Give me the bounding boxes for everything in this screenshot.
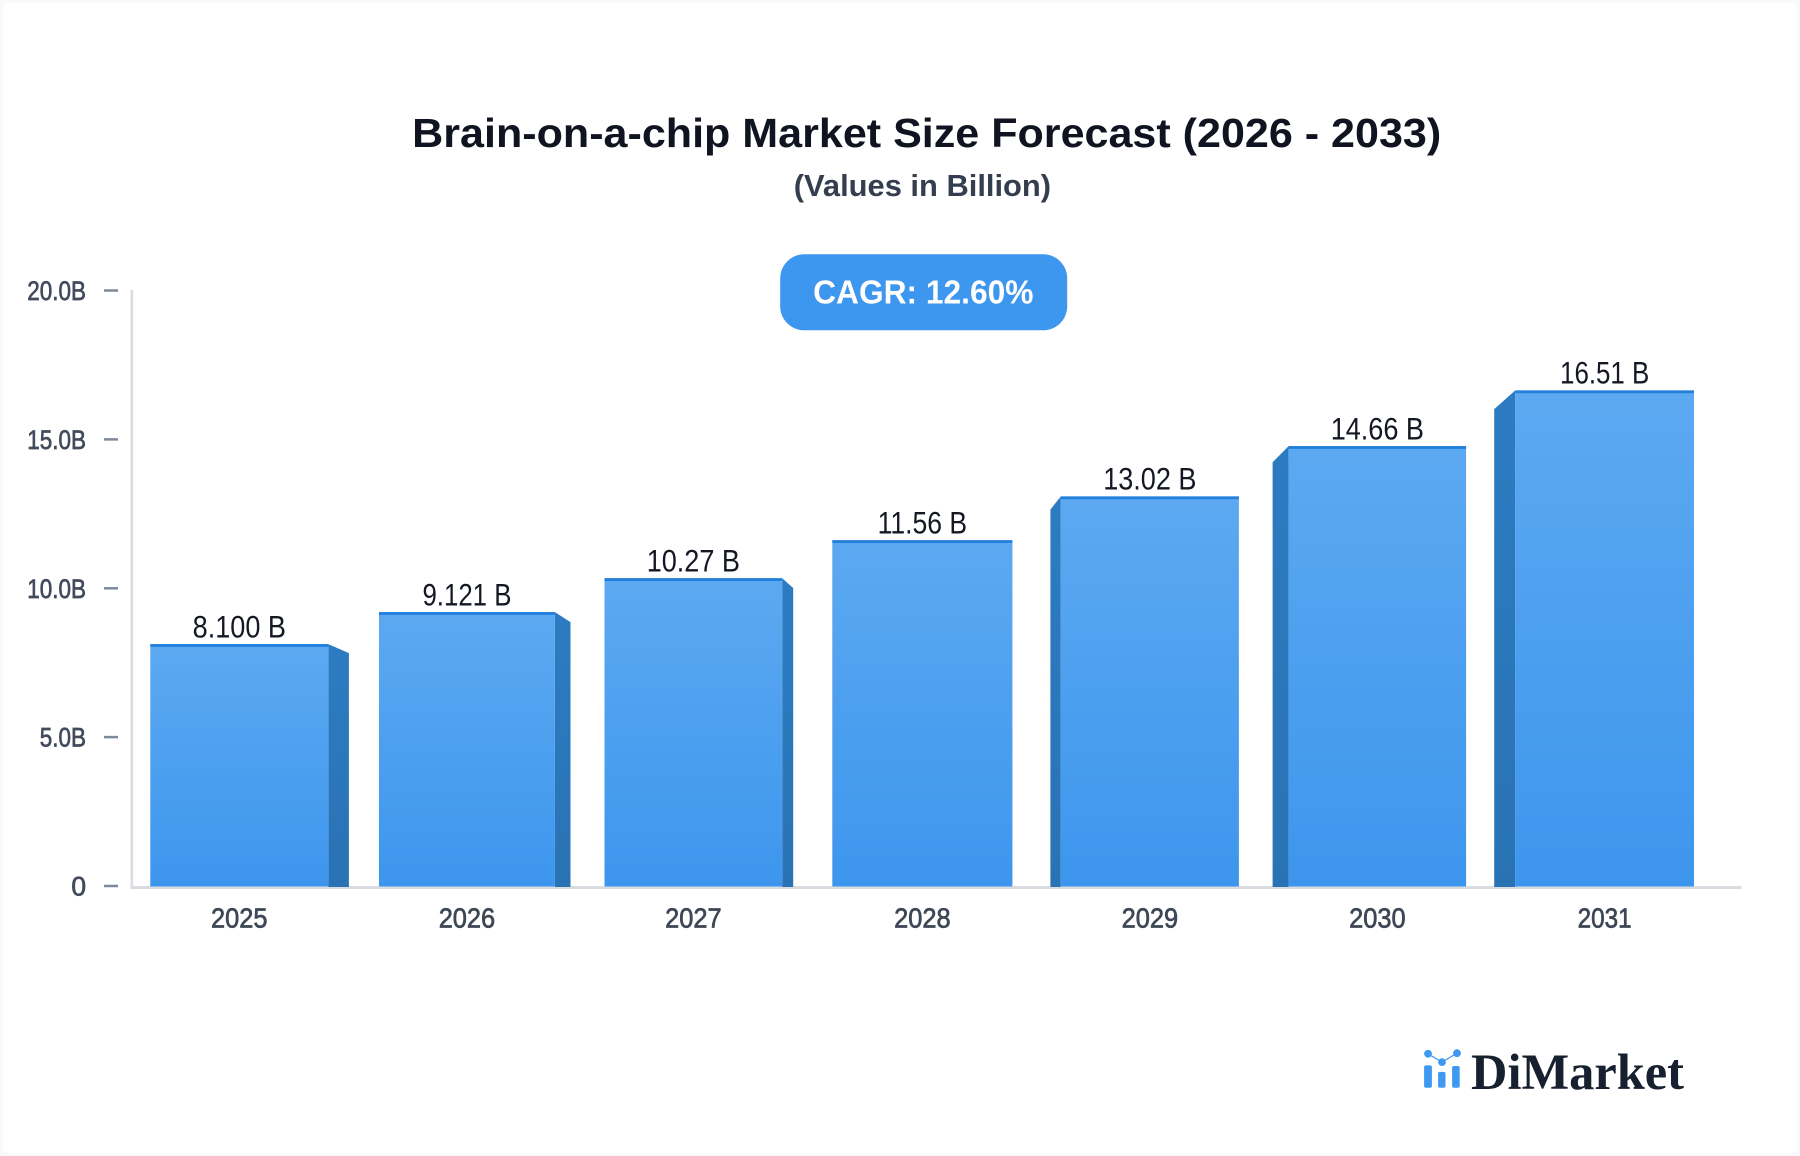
svg-text:10.27 B: 10.27 B bbox=[647, 543, 740, 579]
svg-text:2027: 2027 bbox=[665, 902, 722, 933]
svg-text:14.66 B: 14.66 B bbox=[1331, 410, 1424, 446]
svg-text:16.51 B: 16.51 B bbox=[1560, 355, 1649, 391]
svg-text:20.0B: 20.0B bbox=[27, 276, 86, 306]
svg-text:2028: 2028 bbox=[894, 902, 951, 933]
svg-text:2026: 2026 bbox=[439, 902, 496, 933]
svg-text:2031: 2031 bbox=[1578, 902, 1632, 933]
svg-text:8.100 B: 8.100 B bbox=[193, 608, 286, 644]
svg-text:11.56 B: 11.56 B bbox=[878, 505, 968, 541]
svg-text:2025: 2025 bbox=[211, 902, 268, 933]
svg-text:13.02 B: 13.02 B bbox=[1103, 461, 1196, 497]
svg-text:0: 0 bbox=[71, 872, 86, 902]
svg-text:5.0B: 5.0B bbox=[40, 723, 86, 753]
svg-text:9.121 B: 9.121 B bbox=[422, 576, 511, 612]
svg-text:2029: 2029 bbox=[1122, 902, 1179, 933]
svg-text:Brain-on-a-chip Market Size Fo: Brain-on-a-chip Market Size Forecast (20… bbox=[412, 110, 1441, 156]
svg-text:15.0B: 15.0B bbox=[27, 425, 86, 455]
svg-text:CAGR: 12.60%: CAGR: 12.60% bbox=[813, 275, 1033, 312]
svg-text:DiMarket: DiMarket bbox=[1471, 1045, 1684, 1101]
svg-text:(Values in Billion): (Values in Billion) bbox=[794, 168, 1051, 203]
svg-text:2030: 2030 bbox=[1349, 902, 1406, 933]
svg-text:10.0B: 10.0B bbox=[27, 574, 86, 604]
